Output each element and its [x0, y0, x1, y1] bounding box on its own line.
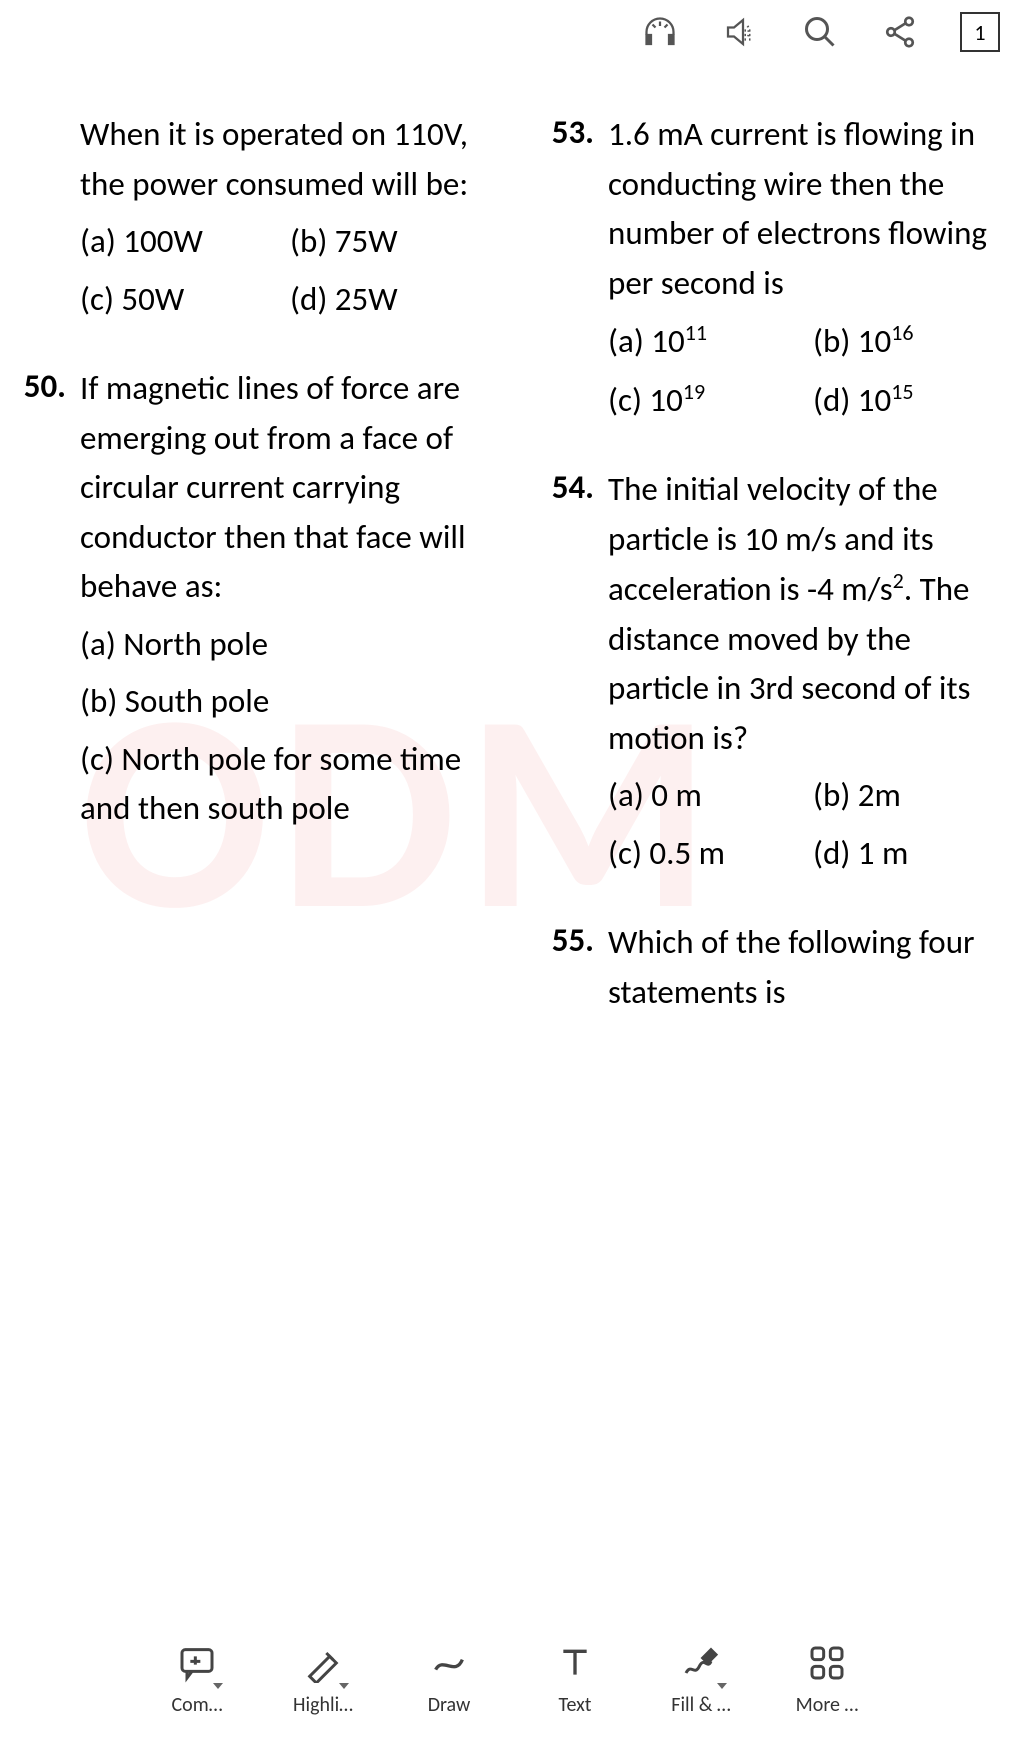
draw-icon [425, 1639, 473, 1687]
option-c: (c) 0.5 m [608, 829, 801, 879]
search-icon[interactable] [800, 12, 840, 52]
option-d: (d) 25W [290, 275, 488, 325]
tool-comment[interactable]: Com… [152, 1639, 242, 1717]
option-b: (b) 2m [813, 771, 1006, 821]
tool-draw[interactable]: Draw [404, 1639, 494, 1717]
highlight-icon [299, 1639, 347, 1687]
speaker-icon[interactable] [720, 12, 760, 52]
option-a: (a) 1011 [608, 316, 801, 367]
tool-label: Highli… [293, 1693, 353, 1717]
question-number [8, 110, 80, 324]
question-number: 53. [536, 110, 608, 425]
question-number: 50. [8, 364, 80, 834]
option-a: (a) 100W [80, 217, 278, 267]
option-a: (a) North pole [80, 620, 488, 670]
option-d: (d) 1 m [813, 829, 1006, 879]
top-toolbar: 1 [616, 0, 1024, 64]
question-number: 55. [536, 918, 608, 1025]
option-c: (c) 1019 [608, 375, 801, 426]
question-49: When it is operated on 110V, the power c… [8, 110, 488, 324]
fill-sign-icon [677, 1639, 725, 1687]
tool-more[interactable]: More … [782, 1639, 872, 1717]
tool-highlight[interactable]: Highli… [278, 1639, 368, 1717]
question-number: 54. [536, 465, 608, 878]
headphones-icon[interactable] [640, 12, 680, 52]
question-text: Which of the following four statements i… [608, 918, 1006, 1017]
right-column: 53. 1.6 mA current is flowing in conduct… [512, 110, 1024, 1065]
option-b: (b) South pole [80, 677, 488, 727]
bottom-toolbar: Com… Highli… Draw Text [0, 1621, 1024, 1745]
option-c: (c) North pole for some time and then so… [80, 735, 488, 834]
option-b: (b) 1016 [813, 316, 1006, 367]
question-50: 50. If magnetic lines of force are emerg… [8, 364, 488, 834]
dropdown-icon [339, 1683, 349, 1689]
tool-label: Fill & … [671, 1693, 730, 1717]
tool-fill-sign[interactable]: Fill & … [656, 1639, 746, 1717]
option-a: (a) 0 m [608, 771, 801, 821]
tool-label: More … [796, 1693, 859, 1717]
more-icon [803, 1639, 851, 1687]
content-area: When it is operated on 110V, the power c… [0, 110, 1024, 1065]
left-column: When it is operated on 110V, the power c… [0, 110, 512, 1065]
tool-label: Text [558, 1693, 591, 1717]
question-text: 1.6 mA current is flowing in conducting … [608, 110, 1006, 308]
tool-label: Draw [428, 1693, 471, 1717]
question-text: The initial velocity of the particle is … [608, 465, 1006, 763]
page-number[interactable]: 1 [960, 12, 1000, 52]
text-icon [551, 1639, 599, 1687]
tool-text[interactable]: Text [530, 1639, 620, 1717]
question-text: If magnetic lines of force are emerging … [80, 364, 488, 612]
share-icon[interactable] [880, 12, 920, 52]
dropdown-icon [213, 1683, 223, 1689]
comment-icon [173, 1639, 221, 1687]
question-text: When it is operated on 110V, the power c… [80, 110, 488, 209]
question-55: 55. Which of the following four statemen… [536, 918, 1006, 1025]
tool-label: Com… [172, 1693, 223, 1717]
question-54: 54. The initial velocity of the particle… [536, 465, 1006, 878]
option-b: (b) 75W [290, 217, 488, 267]
question-53: 53. 1.6 mA current is flowing in conduct… [536, 110, 1006, 425]
dropdown-icon [717, 1683, 727, 1689]
option-c: (c) 50W [80, 275, 278, 325]
option-d: (d) 1015 [813, 375, 1006, 426]
